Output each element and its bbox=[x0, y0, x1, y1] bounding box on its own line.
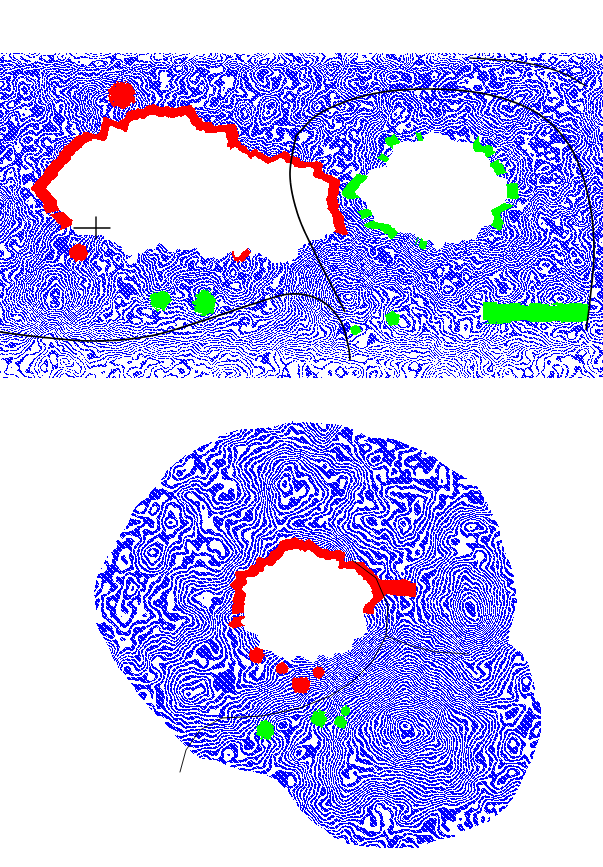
top-panel bbox=[0, 0, 603, 400]
bottom-panel bbox=[0, 400, 603, 867]
top-panel-canvas bbox=[0, 0, 603, 400]
bottom-panel-canvas bbox=[0, 400, 603, 867]
